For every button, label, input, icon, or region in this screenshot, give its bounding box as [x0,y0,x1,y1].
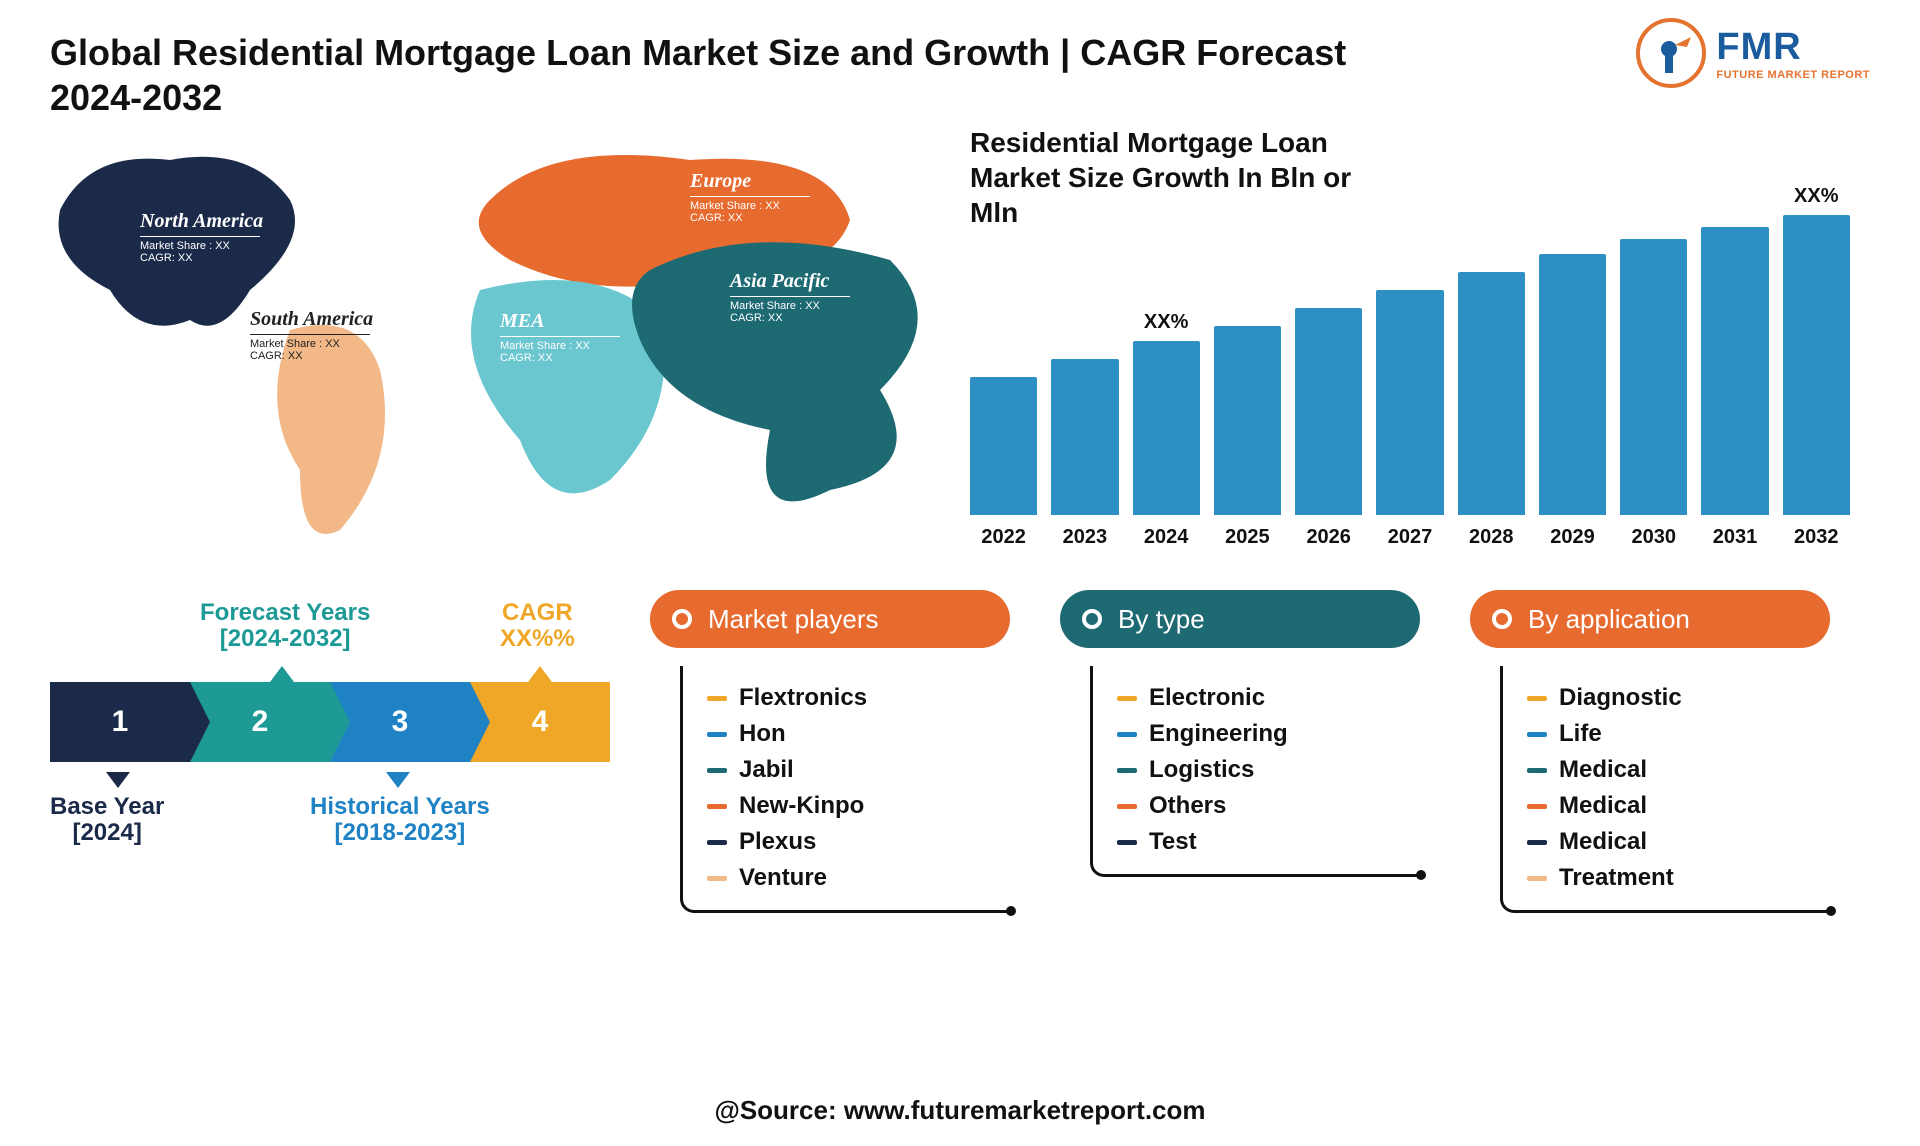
logo-icon [1636,18,1706,88]
list-item: Medical [1527,752,1830,788]
world-map: North AmericaMarket Share : XXCAGR: XXSo… [50,140,950,540]
bar-2026: 2026 [1295,308,1362,515]
list-item: Logistics [1117,752,1420,788]
bar-2022: 2022 [970,377,1037,515]
list-item: Electronic [1117,680,1420,716]
list-item: Flextronics [707,680,1010,716]
bar-2027: 2027 [1376,290,1443,515]
bar-2032: XX%2032 [1783,215,1850,515]
fmr-logo: FMR FUTURE MARKET REPORT [1636,18,1870,88]
bar-2025: 2025 [1214,326,1281,515]
region-asia_pacific: Asia PacificMarket Share : XXCAGR: XX [630,230,960,530]
page-title: Global Residential Mortgage Loan Market … [50,30,1350,120]
category-pill: By application [1470,590,1830,648]
list-item: Venture [707,860,1010,896]
category-1: By type ElectronicEngineeringLogisticsOt… [1060,590,1420,913]
category-pill: Market players [650,590,1010,648]
logo-text-main: FMR [1716,26,1870,69]
list-item: Medical [1527,824,1830,860]
list-item: Test [1117,824,1420,860]
logo-text-sub: FUTURE MARKET REPORT [1716,69,1870,81]
bar-2024: XX%2024 [1133,341,1200,515]
category-0: Market players FlextronicsHonJabilNew-Ki… [650,590,1010,913]
bar-2031: 2031 [1701,227,1768,515]
historical-years-label: Historical Years [2018-2023] [310,794,490,847]
timeline-seg-3: 3 [330,682,470,762]
cagr-label: CAGR XX%% [500,600,575,653]
timeline-seg-1: 1 [50,682,190,762]
forecast-years-label: Forecast Years [2024-2032] [200,600,370,653]
base-year-label: Base Year [2024] [50,794,164,847]
list-item: Hon [707,716,1010,752]
list-item: Medical [1527,788,1830,824]
list-item: Treatment [1527,860,1830,896]
list-item: Jabil [707,752,1010,788]
region-south_america: South AmericaMarket Share : XXCAGR: XX [250,320,400,550]
bar-2029: 2029 [1539,254,1606,515]
timeline-seg-2: 2 [190,682,330,762]
source-attribution: @Source: www.futuremarketreport.com [0,1095,1920,1126]
timeline-infographic: Forecast Years [2024-2032] CAGR XX%% 123… [50,600,610,862]
list-item: Diagnostic [1527,680,1830,716]
list-item: Plexus [707,824,1010,860]
timeline-seg-4: 4 [470,682,610,762]
growth-bar-chart: Residential Mortgage Loan Market Size Gr… [970,125,1870,555]
list-item: Others [1117,788,1420,824]
bar-2030: 2030 [1620,239,1687,515]
list-item: New-Kinpo [707,788,1010,824]
category-pill: By type [1060,590,1420,648]
bar-2023: 2023 [1051,359,1118,515]
category-columns: Market players FlextronicsHonJabilNew-Ki… [650,590,1830,913]
list-item: Engineering [1117,716,1420,752]
category-2: By application DiagnosticLifeMedicalMedi… [1470,590,1830,913]
list-item: Life [1527,716,1830,752]
bar-2028: 2028 [1458,272,1525,515]
